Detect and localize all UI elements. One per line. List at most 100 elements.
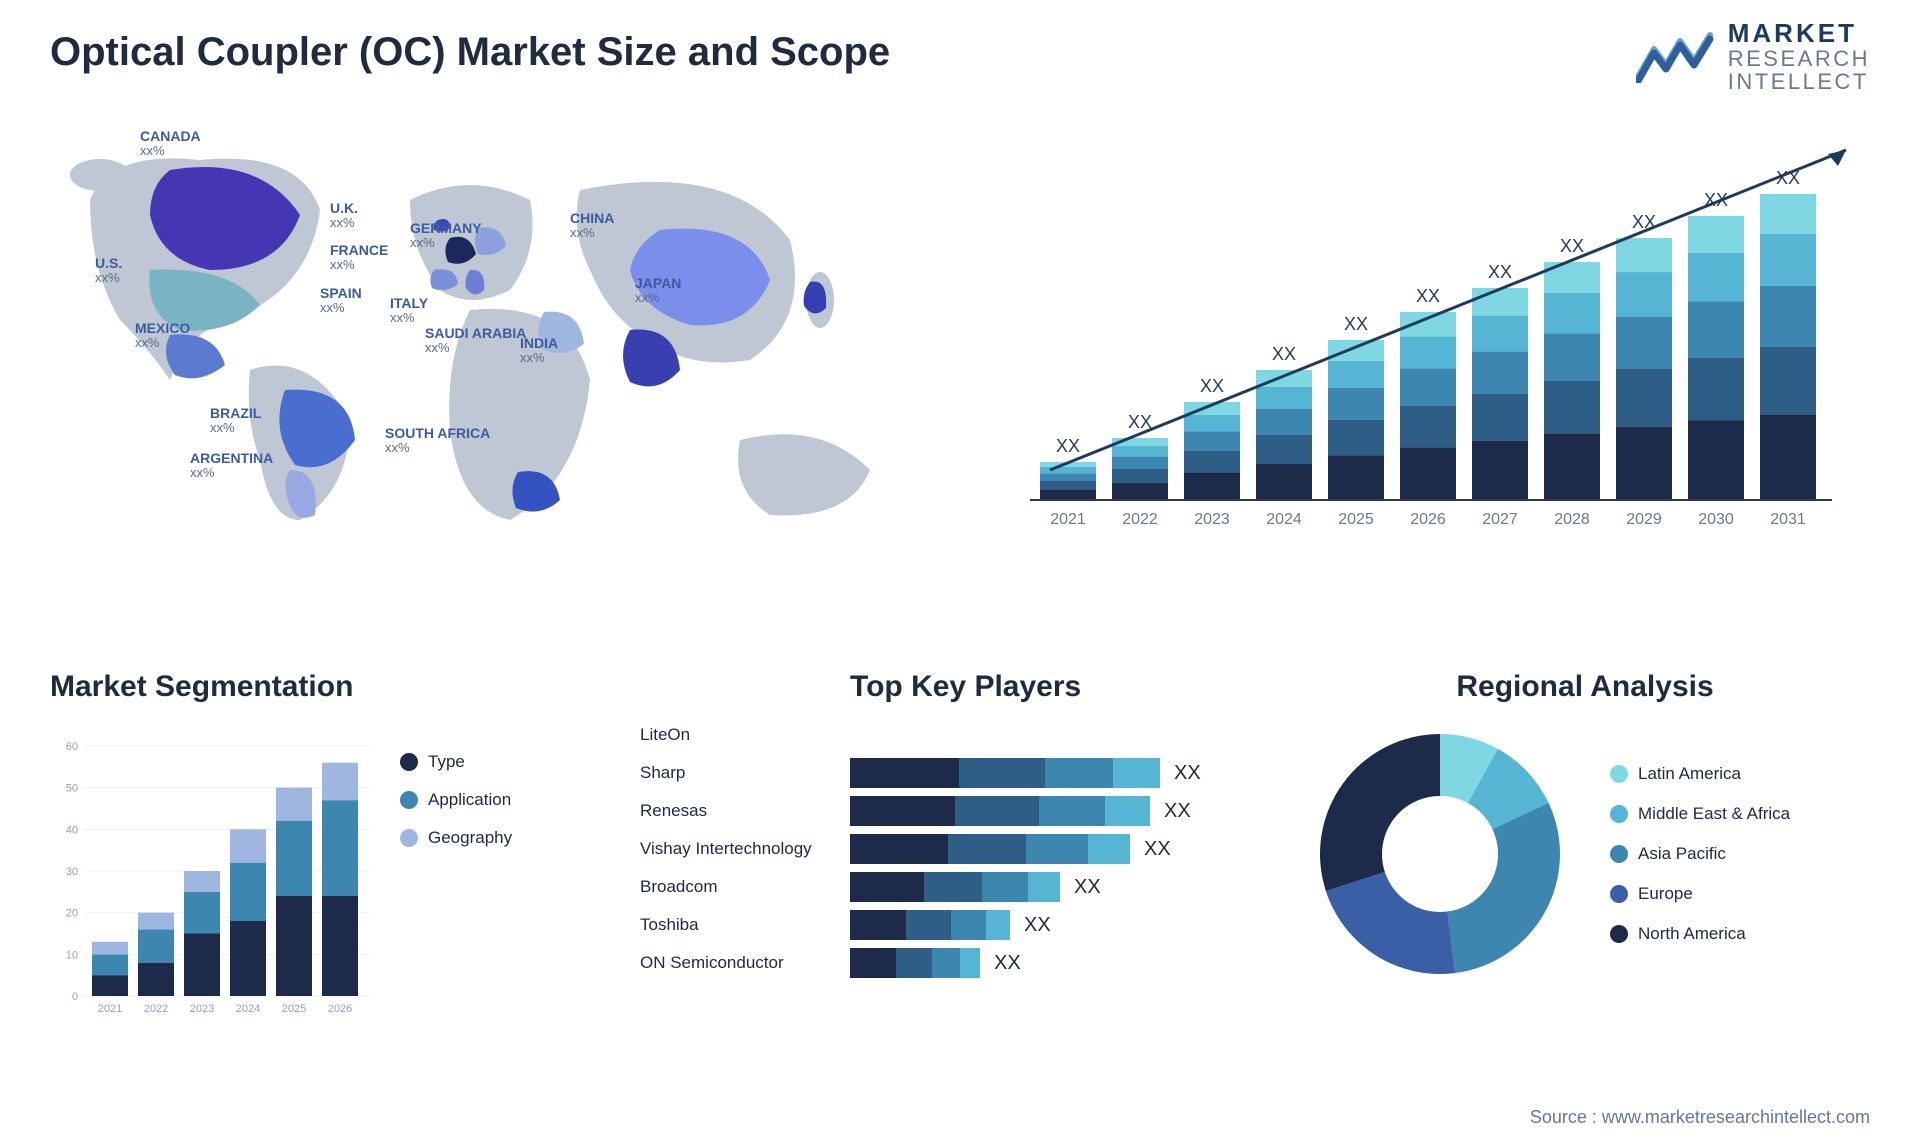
player-value: XX <box>1144 838 1171 861</box>
svg-text:2025: 2025 <box>282 1003 306 1015</box>
player-name: Sharp <box>640 763 850 783</box>
svg-text:2028: 2028 <box>1554 511 1590 528</box>
svg-text:30: 30 <box>66 866 78 878</box>
svg-text:10: 10 <box>66 949 78 961</box>
segmentation-chart-svg: 0 10 20 30 40 50 60 2021 2022 2023 2024 2025 2026 <box>50 722 370 1022</box>
svg-text:60: 60 <box>66 741 78 753</box>
player-name: Toshiba <box>640 915 850 935</box>
segmentation-panel: Market Segmentation 0 10 20 30 40 50 60 2021 202… <box>50 670 580 1050</box>
svg-text:XX: XX <box>1056 436 1080 456</box>
players-panel: Top Key Players LiteOnSharpXXRenesasXXVi… <box>640 670 1240 1050</box>
world-map-panel: CANADAxx% U.S.xx% MEXICOxx% BRAZILxx% ARGENT… <box>50 120 930 540</box>
svg-text:2029: 2029 <box>1626 511 1662 528</box>
region-legend-item: Europe <box>1610 884 1790 904</box>
player-name: Broadcom <box>640 877 850 897</box>
player-row: ON Semiconductor XX <box>640 946 1240 980</box>
player-name: LiteOn <box>640 725 850 745</box>
player-bar <box>850 834 1130 864</box>
logo-line3: INTELLECT <box>1728 70 1870 93</box>
svg-text:2021: 2021 <box>1050 511 1086 528</box>
svg-text:XX: XX <box>1272 344 1296 364</box>
svg-text:XX: XX <box>1416 286 1440 306</box>
players-title: Top Key Players <box>850 670 1240 704</box>
svg-text:XX: XX <box>1488 262 1512 282</box>
svg-text:2027: 2027 <box>1482 511 1518 528</box>
player-bar <box>850 948 980 978</box>
player-value: XX <box>1174 762 1201 785</box>
player-row: LiteOn <box>640 718 1240 752</box>
player-row: Sharp XX <box>640 756 1240 790</box>
player-name: ON Semiconductor <box>640 953 850 973</box>
player-value: XX <box>1164 800 1191 823</box>
region-legend-item: Middle East & Africa <box>1610 804 1790 824</box>
regional-donut-svg <box>1300 714 1580 994</box>
svg-text:2022: 2022 <box>144 1003 168 1015</box>
svg-text:50: 50 <box>66 783 78 795</box>
svg-text:2030: 2030 <box>1698 511 1734 528</box>
map-label-italy: ITALYxx% <box>390 295 428 326</box>
player-value: XX <box>1074 876 1101 899</box>
logo-line1: MARKET <box>1728 20 1870 47</box>
svg-text:2026: 2026 <box>328 1003 352 1015</box>
svg-text:2021: 2021 <box>98 1003 122 1015</box>
map-label-spain: SPAINxx% <box>320 285 362 316</box>
player-value: XX <box>994 952 1021 975</box>
player-bar <box>850 872 1060 902</box>
player-row: Broadcom XX <box>640 870 1240 904</box>
regional-legend: Latin America Middle East & Africa Asia Pa… <box>1610 764 1790 944</box>
svg-text:2023: 2023 <box>190 1003 214 1015</box>
map-label-saudi-arabia: SAUDI ARABIAxx% <box>425 325 526 356</box>
map-label-canada: CANADAxx% <box>140 128 201 159</box>
players-rows: LiteOnSharpXXRenesasXXVishay Intertechno… <box>640 718 1240 980</box>
segmentation-legend: Type Application Geography <box>400 722 512 1022</box>
svg-text:2024: 2024 <box>236 1003 260 1015</box>
player-row: Vishay IntertechnologyXX <box>640 832 1240 866</box>
svg-text:2024: 2024 <box>1266 511 1302 528</box>
seg-legend-application: Application <box>400 790 512 810</box>
seg-legend-geography: Geography <box>400 828 512 848</box>
player-row: Renesas XX <box>640 794 1240 828</box>
player-bar <box>850 910 1010 940</box>
svg-text:XX: XX <box>1560 236 1584 256</box>
regional-panel: Regional Analysis Latin America Middle Ea… <box>1300 670 1870 1050</box>
map-label-germany: GERMANYxx% <box>410 220 482 251</box>
map-label-china: CHINAxx% <box>570 210 614 241</box>
svg-text:XX: XX <box>1200 376 1224 396</box>
svg-text:40: 40 <box>66 824 78 836</box>
map-label-japan: JAPANxx% <box>635 275 681 306</box>
region-legend-item: Latin America <box>1610 764 1790 784</box>
player-name: Renesas <box>640 801 850 821</box>
svg-text:XX: XX <box>1344 314 1368 334</box>
svg-text:20: 20 <box>66 908 78 920</box>
map-label-brazil: BRAZILxx% <box>210 405 261 436</box>
map-label-u-k-: U.K.xx% <box>330 200 358 231</box>
svg-text:2026: 2026 <box>1410 511 1446 528</box>
seg-legend-type: Type <box>400 752 512 772</box>
segmentation-title: Market Segmentation <box>50 670 580 704</box>
map-label-mexico: MEXICOxx% <box>135 320 190 351</box>
brand-logo: MARKET RESEARCH INTELLECT <box>1636 20 1870 93</box>
player-bar <box>850 758 1160 788</box>
growth-chart-svg: XX 2021 XX 2022 XX 2023 XX 2024 XX 2025 XX 2026 XX 20… <box>1000 120 1870 540</box>
map-label-argentina: ARGENTINAxx% <box>190 450 273 481</box>
regional-title: Regional Analysis <box>1300 670 1870 704</box>
logo-mark-icon <box>1636 31 1714 83</box>
region-legend-item: North America <box>1610 924 1790 944</box>
map-label-south-africa: SOUTH AFRICAxx% <box>385 425 490 456</box>
svg-text:2023: 2023 <box>1194 511 1230 528</box>
svg-text:2025: 2025 <box>1338 511 1374 528</box>
region-legend-item: Asia Pacific <box>1610 844 1790 864</box>
player-value: XX <box>1024 914 1051 937</box>
logo-line2: RESEARCH <box>1728 47 1870 70</box>
svg-text:2022: 2022 <box>1122 511 1158 528</box>
map-label-france: FRANCExx% <box>330 242 388 273</box>
player-row: Toshiba XX <box>640 908 1240 942</box>
growth-chart-panel: XX 2021 XX 2022 XX 2023 XX 2024 XX 2025 XX 2026 XX 20… <box>1000 120 1870 540</box>
svg-text:2031: 2031 <box>1770 511 1806 528</box>
page-title: Optical Coupler (OC) Market Size and Sco… <box>50 30 890 75</box>
map-label-u-s-: U.S.xx% <box>95 255 122 286</box>
source-attribution: Source : www.marketresearchintellect.com <box>1530 1107 1870 1128</box>
map-label-india: INDIAxx% <box>520 335 558 366</box>
player-bar <box>850 796 1150 826</box>
svg-text:0: 0 <box>72 991 78 1003</box>
